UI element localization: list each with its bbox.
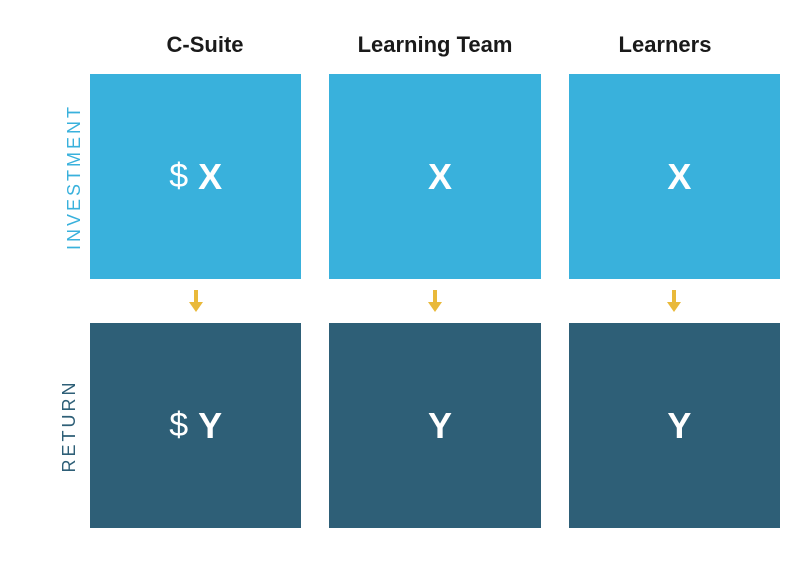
cell-investment-learning-team: X <box>329 74 540 279</box>
currency-prefix: $ <box>169 406 188 445</box>
arrow-down-icon <box>667 290 681 312</box>
arrow-row <box>60 279 780 323</box>
cell-value: Y <box>428 405 452 447</box>
roi-matrix: C-Suite Learning Team Learners INVESTMEN… <box>60 32 780 528</box>
arrow-csuite <box>90 290 301 312</box>
row-return: RETURN $Y Y Y <box>60 323 780 528</box>
cell-return-learners: Y <box>569 323 780 528</box>
row-label-return: RETURN <box>60 323 90 528</box>
grid-rows: INVESTMENT $X X X <box>60 74 780 528</box>
column-header-learning-team: Learning Team <box>320 32 550 58</box>
column-headers: C-Suite Learning Team Learners <box>60 32 780 58</box>
column-header-csuite: C-Suite <box>90 32 320 58</box>
arrow-down-icon <box>189 290 203 312</box>
column-header-learners: Learners <box>550 32 780 58</box>
cell-value: X <box>428 156 452 198</box>
cell-value: X <box>198 156 222 198</box>
cell-return-learning-team: Y <box>329 323 540 528</box>
return-cells: $Y Y Y <box>90 323 780 528</box>
investment-cells: $X X X <box>90 74 780 279</box>
cell-value: Y <box>198 405 222 447</box>
arrow-learning-team <box>329 290 540 312</box>
row-label-investment: INVESTMENT <box>60 74 90 279</box>
currency-prefix: $ <box>169 157 188 196</box>
cell-value: Y <box>667 405 691 447</box>
arrow-down-icon <box>428 290 442 312</box>
cell-return-csuite: $Y <box>90 323 301 528</box>
cell-investment-learners: X <box>569 74 780 279</box>
cell-value: X <box>667 156 691 198</box>
arrow-learners <box>569 290 780 312</box>
row-investment: INVESTMENT $X X X <box>60 74 780 279</box>
cell-investment-csuite: $X <box>90 74 301 279</box>
